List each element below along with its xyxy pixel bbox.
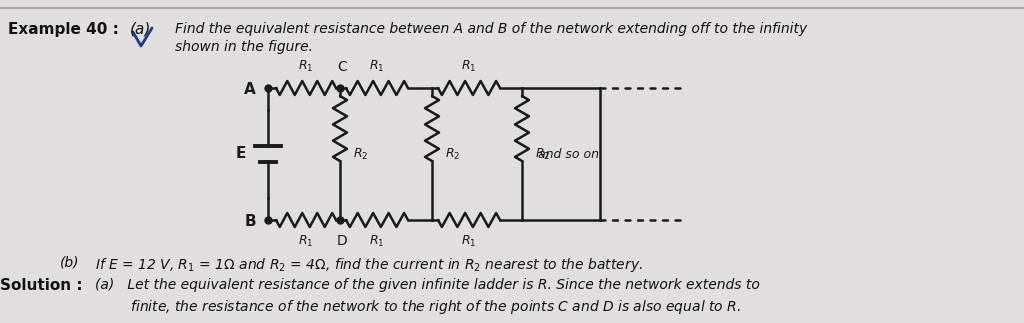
Text: E: E <box>236 147 246 162</box>
Text: shown in the figure.: shown in the figure. <box>175 40 313 54</box>
Text: $R_1$: $R_1$ <box>370 234 385 249</box>
Text: Find the equivalent resistance between A and B of the network extending off to t: Find the equivalent resistance between A… <box>175 22 807 36</box>
Text: $R_2$: $R_2$ <box>535 146 550 162</box>
Text: C: C <box>337 60 347 74</box>
Text: D: D <box>337 234 347 248</box>
Text: $R_2$: $R_2$ <box>353 146 369 162</box>
Text: Example 40 :: Example 40 : <box>8 22 119 37</box>
Text: (a)   Let the equivalent resistance of the given infinite ladder is R. Since the: (a) Let the equivalent resistance of the… <box>95 278 760 292</box>
Text: $R_1$: $R_1$ <box>298 234 313 249</box>
Text: $R_1$: $R_1$ <box>461 59 477 74</box>
Text: $R_1$: $R_1$ <box>370 59 385 74</box>
Text: $\it{f}$inite, the resistance of the network to the right of the points C and D : $\it{f}$inite, the resistance of the net… <box>95 298 741 316</box>
Text: $R_2$: $R_2$ <box>445 146 461 162</box>
Text: $R_1$: $R_1$ <box>461 234 477 249</box>
Text: If E = 12 V, R$_1$ = 1$\Omega$ and R$_2$ = 4$\Omega$, find the current in R$_2$ : If E = 12 V, R$_1$ = 1$\Omega$ and R$_2$… <box>95 256 643 274</box>
Text: (b): (b) <box>60 256 80 270</box>
Text: A: A <box>245 82 256 98</box>
Text: (a): (a) <box>130 22 152 37</box>
Text: and so on: and so on <box>538 148 599 161</box>
Text: Solution :: Solution : <box>0 278 83 293</box>
Text: $R_1$: $R_1$ <box>298 59 313 74</box>
Text: B: B <box>245 214 256 230</box>
